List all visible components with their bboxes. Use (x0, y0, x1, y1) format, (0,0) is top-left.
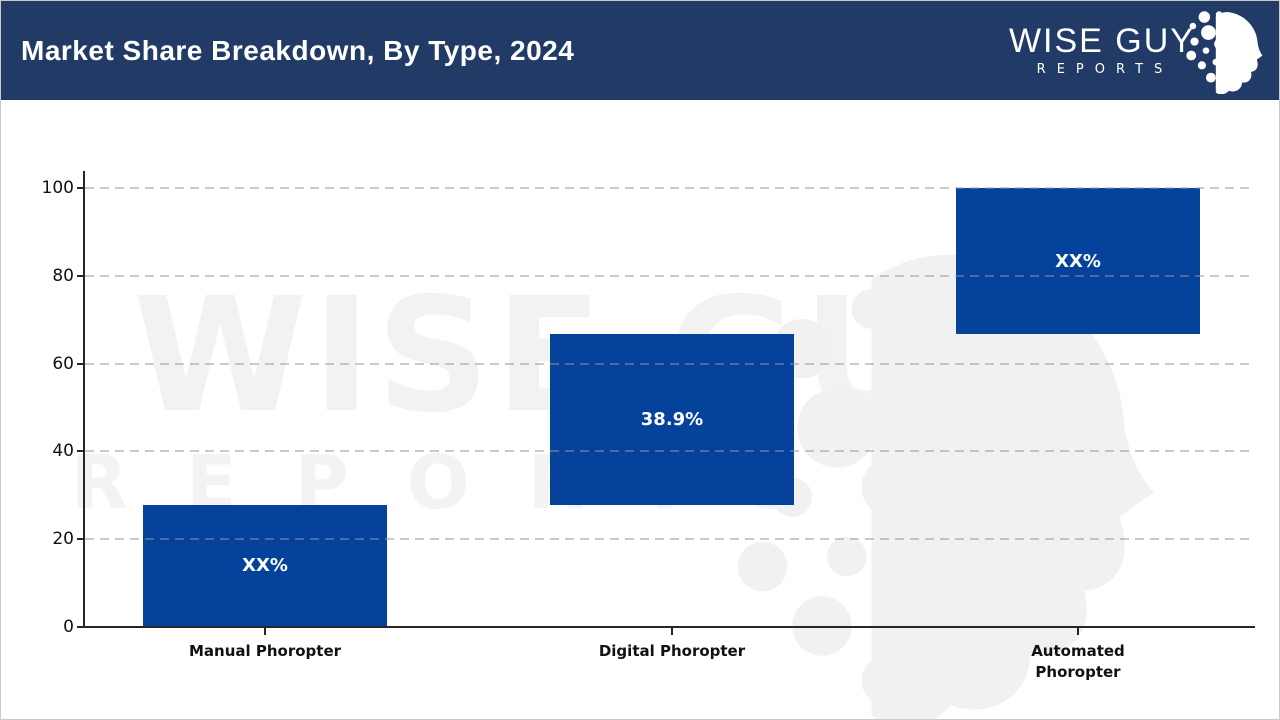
y-tick-label-60: 60 (52, 353, 74, 374)
header: Market Share Breakdown, By Type, 2024 WI… (1, 1, 1279, 100)
x-tick-0 (264, 628, 266, 635)
y-tick-40 (77, 450, 84, 453)
logo-wordmark: WISE GUY (1008, 22, 1195, 61)
y-axis-line (83, 171, 85, 628)
logo-text: WISE GUY REPORTS (1008, 22, 1195, 77)
x-tick-2 (1077, 628, 1079, 635)
x-category-label: Automated Phoropter (1031, 642, 1125, 681)
x-category-label: Manual Phoropter (188, 642, 342, 660)
logo-subtext: REPORTS (1036, 61, 1174, 77)
bar-value-label: 38.9% (640, 409, 704, 431)
y-tick-label-100: 100 (41, 178, 74, 198)
y-tick-80 (77, 274, 84, 277)
bar-value-label: XX% (242, 555, 288, 577)
logo-face-icon (1186, 10, 1263, 94)
x-tick-1 (671, 628, 673, 635)
gridline-y-60 (85, 362, 1255, 365)
watermark-face-icon (737, 254, 1154, 719)
y-tick-100 (77, 187, 84, 189)
bar-value-label: XX% (1055, 250, 1101, 272)
y-tick-label-0: 0 (63, 617, 74, 637)
chart-area: WISE GUY REPORTS 0 20 40 60 80 100 XX% Manual P… (1, 100, 1279, 719)
gridline-y-80 (85, 274, 1255, 277)
bar-digital-phoropter: 38.9% (550, 334, 794, 505)
y-tick-60 (77, 362, 84, 365)
y-tick-label-40: 40 (52, 441, 74, 462)
gridline-y-100 (85, 187, 1255, 189)
wise-guy-reports-logo: WISE GUY REPORTS (1008, 8, 1279, 94)
y-tick-20 (77, 538, 84, 541)
gridline-y-40 (85, 450, 1255, 453)
x-axis-line (83, 626, 1255, 628)
gridline-y-20 (85, 538, 1255, 541)
bar-manual-phoropter: XX% (143, 504, 387, 627)
y-tick-0 (77, 626, 84, 628)
y-tick-label-20: 20 (52, 529, 74, 550)
bar-automated-phoropter: XX% (956, 188, 1200, 335)
page-title: Market Share Breakdown, By Type, 2024 (21, 34, 575, 66)
y-tick-label-80: 80 (52, 265, 74, 286)
x-category-label: Digital Phoropter (598, 642, 746, 660)
